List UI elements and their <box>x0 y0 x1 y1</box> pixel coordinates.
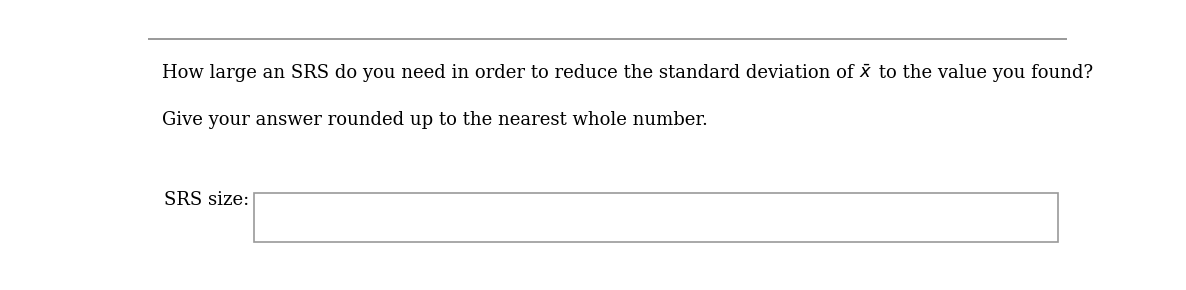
Text: Give your answer rounded up to the nearest whole number.: Give your answer rounded up to the neare… <box>162 111 708 129</box>
Text: How large an SRS do you need in order to reduce the standard deviation of: How large an SRS do you need in order to… <box>162 64 860 82</box>
FancyBboxPatch shape <box>254 193 1058 242</box>
Text: to the value you found?: to the value you found? <box>873 64 1092 82</box>
Text: $\bar{x}$: $\bar{x}$ <box>860 64 873 82</box>
Text: SRS size:: SRS size: <box>164 191 249 209</box>
